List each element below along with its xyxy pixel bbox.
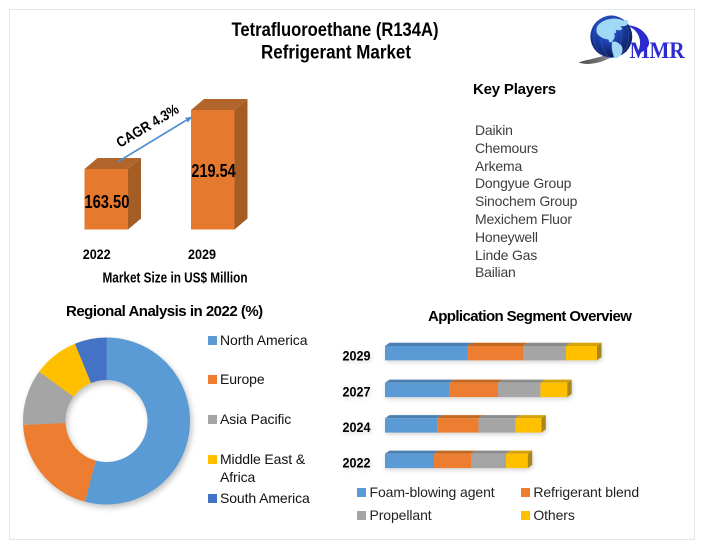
svg-text:2029: 2029: [343, 348, 371, 363]
svg-text:2024: 2024: [343, 420, 371, 435]
svg-text:2022: 2022: [83, 247, 111, 262]
svg-text:Refrigerant Market: Refrigerant Market: [261, 43, 412, 64]
svg-text:Market Size in US$ Million: Market Size in US$ Million: [103, 270, 248, 287]
svg-text:2022: 2022: [343, 456, 371, 471]
svg-text:2027: 2027: [343, 385, 371, 400]
svg-text:Tetrafluoroethane (R134A): Tetrafluoroethane (R134A): [232, 20, 439, 41]
svg-text:2029: 2029: [188, 247, 216, 262]
svg-text:MMR: MMR: [630, 38, 685, 63]
svg-text:163.50: 163.50: [84, 192, 129, 212]
svg-text:219.54: 219.54: [191, 161, 235, 181]
